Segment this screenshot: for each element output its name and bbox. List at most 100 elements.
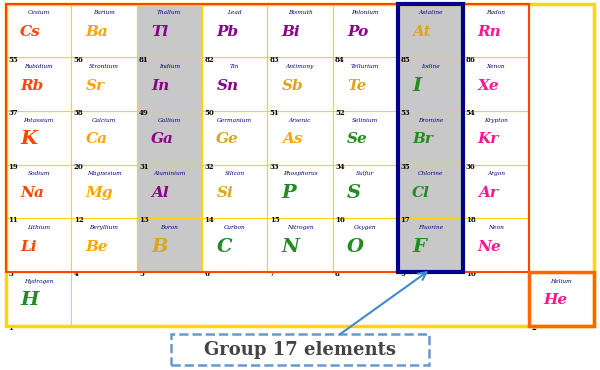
Bar xyxy=(463,111,529,165)
Text: 36: 36 xyxy=(466,163,475,171)
Text: Pb: Pb xyxy=(217,25,238,39)
Bar xyxy=(398,4,463,57)
Text: Si: Si xyxy=(217,186,233,200)
Text: Kr: Kr xyxy=(478,132,499,147)
Bar xyxy=(6,4,71,57)
Bar xyxy=(6,218,71,272)
Text: Cl: Cl xyxy=(412,186,430,200)
Bar xyxy=(71,218,137,272)
Text: Chlorine: Chlorine xyxy=(418,171,443,176)
Text: Lead: Lead xyxy=(227,10,242,15)
Text: 37: 37 xyxy=(8,109,18,117)
Bar xyxy=(398,111,463,165)
Bar xyxy=(6,4,529,272)
Text: Bi: Bi xyxy=(282,25,301,39)
Bar xyxy=(71,111,137,165)
Text: Sn: Sn xyxy=(217,79,238,93)
Bar xyxy=(268,218,332,272)
Text: 20: 20 xyxy=(74,163,83,171)
Text: S: S xyxy=(347,184,361,202)
Text: Cs: Cs xyxy=(20,25,41,39)
Text: 49: 49 xyxy=(139,109,149,117)
Bar xyxy=(398,218,463,272)
Text: Helium: Helium xyxy=(550,279,572,283)
Text: Antimony: Antimony xyxy=(286,64,314,69)
Text: 85: 85 xyxy=(400,56,410,64)
Text: 10: 10 xyxy=(466,270,475,278)
Bar xyxy=(463,57,529,111)
Text: Hydrogen: Hydrogen xyxy=(24,279,53,283)
Text: At: At xyxy=(412,25,431,39)
Text: Krypton: Krypton xyxy=(484,118,508,122)
Text: Argon: Argon xyxy=(487,171,505,176)
Text: 2: 2 xyxy=(531,324,536,332)
Text: Nitrogen: Nitrogen xyxy=(287,225,313,230)
Bar xyxy=(463,218,529,272)
Bar xyxy=(202,111,268,165)
Text: 4: 4 xyxy=(74,270,79,278)
Text: Oxygen: Oxygen xyxy=(354,225,377,230)
Text: Barium: Barium xyxy=(93,10,115,15)
Text: In: In xyxy=(151,79,169,93)
Text: Polonium: Polonium xyxy=(352,10,379,15)
Text: Strontium: Strontium xyxy=(89,64,119,69)
Text: 55: 55 xyxy=(8,56,18,64)
Text: 38: 38 xyxy=(74,109,83,117)
Text: Arsenic: Arsenic xyxy=(289,118,311,122)
Text: 8: 8 xyxy=(335,270,340,278)
Text: Xenon: Xenon xyxy=(487,64,505,69)
Bar xyxy=(332,4,398,57)
Bar xyxy=(268,165,332,218)
Text: 1: 1 xyxy=(8,324,13,332)
Text: Mg: Mg xyxy=(86,186,113,200)
Bar xyxy=(332,111,398,165)
Text: Rb: Rb xyxy=(20,79,44,93)
Text: 32: 32 xyxy=(205,163,214,171)
Text: Group 17 elements: Group 17 elements xyxy=(204,341,396,359)
Text: C: C xyxy=(217,238,232,256)
Text: Ge: Ge xyxy=(217,132,239,147)
Text: 16: 16 xyxy=(335,216,345,225)
Text: 54: 54 xyxy=(466,109,475,117)
Bar xyxy=(137,57,202,111)
Text: Ar: Ar xyxy=(478,186,497,200)
Text: 18: 18 xyxy=(466,216,475,225)
Bar xyxy=(6,111,71,165)
Bar xyxy=(463,4,529,57)
Bar xyxy=(398,4,463,272)
Text: He: He xyxy=(543,293,567,307)
Text: Al: Al xyxy=(151,186,169,200)
Bar xyxy=(529,272,594,326)
Bar xyxy=(268,111,332,165)
Bar xyxy=(71,57,137,111)
Text: Aluminium: Aluminium xyxy=(153,171,185,176)
Text: 34: 34 xyxy=(335,163,344,171)
Text: Br: Br xyxy=(412,132,433,147)
Bar xyxy=(6,272,71,326)
Text: H: H xyxy=(20,292,39,309)
FancyBboxPatch shape xyxy=(171,334,429,366)
Text: Indium: Indium xyxy=(159,64,180,69)
Text: Tin: Tin xyxy=(230,64,239,69)
Text: Calcium: Calcium xyxy=(92,118,116,122)
Text: Neon: Neon xyxy=(488,225,504,230)
Text: Po: Po xyxy=(347,25,368,39)
Text: Phosphorus: Phosphorus xyxy=(283,171,317,176)
Bar xyxy=(463,165,529,218)
Text: 35: 35 xyxy=(400,163,410,171)
Text: B: B xyxy=(151,238,167,256)
Bar xyxy=(71,165,137,218)
Text: 12: 12 xyxy=(74,216,83,225)
Text: Rn: Rn xyxy=(478,25,502,39)
Text: 52: 52 xyxy=(335,109,345,117)
Text: Astatine: Astatine xyxy=(418,10,443,15)
Text: Cesium: Cesium xyxy=(28,10,50,15)
Text: Magnesium: Magnesium xyxy=(86,171,121,176)
Text: Tellurium: Tellurium xyxy=(351,64,380,69)
Bar xyxy=(6,57,71,111)
Text: Na: Na xyxy=(20,186,44,200)
Text: Ca: Ca xyxy=(86,132,108,147)
Bar xyxy=(137,111,202,165)
Text: Iodine: Iodine xyxy=(421,64,440,69)
Text: Silicon: Silicon xyxy=(224,171,245,176)
